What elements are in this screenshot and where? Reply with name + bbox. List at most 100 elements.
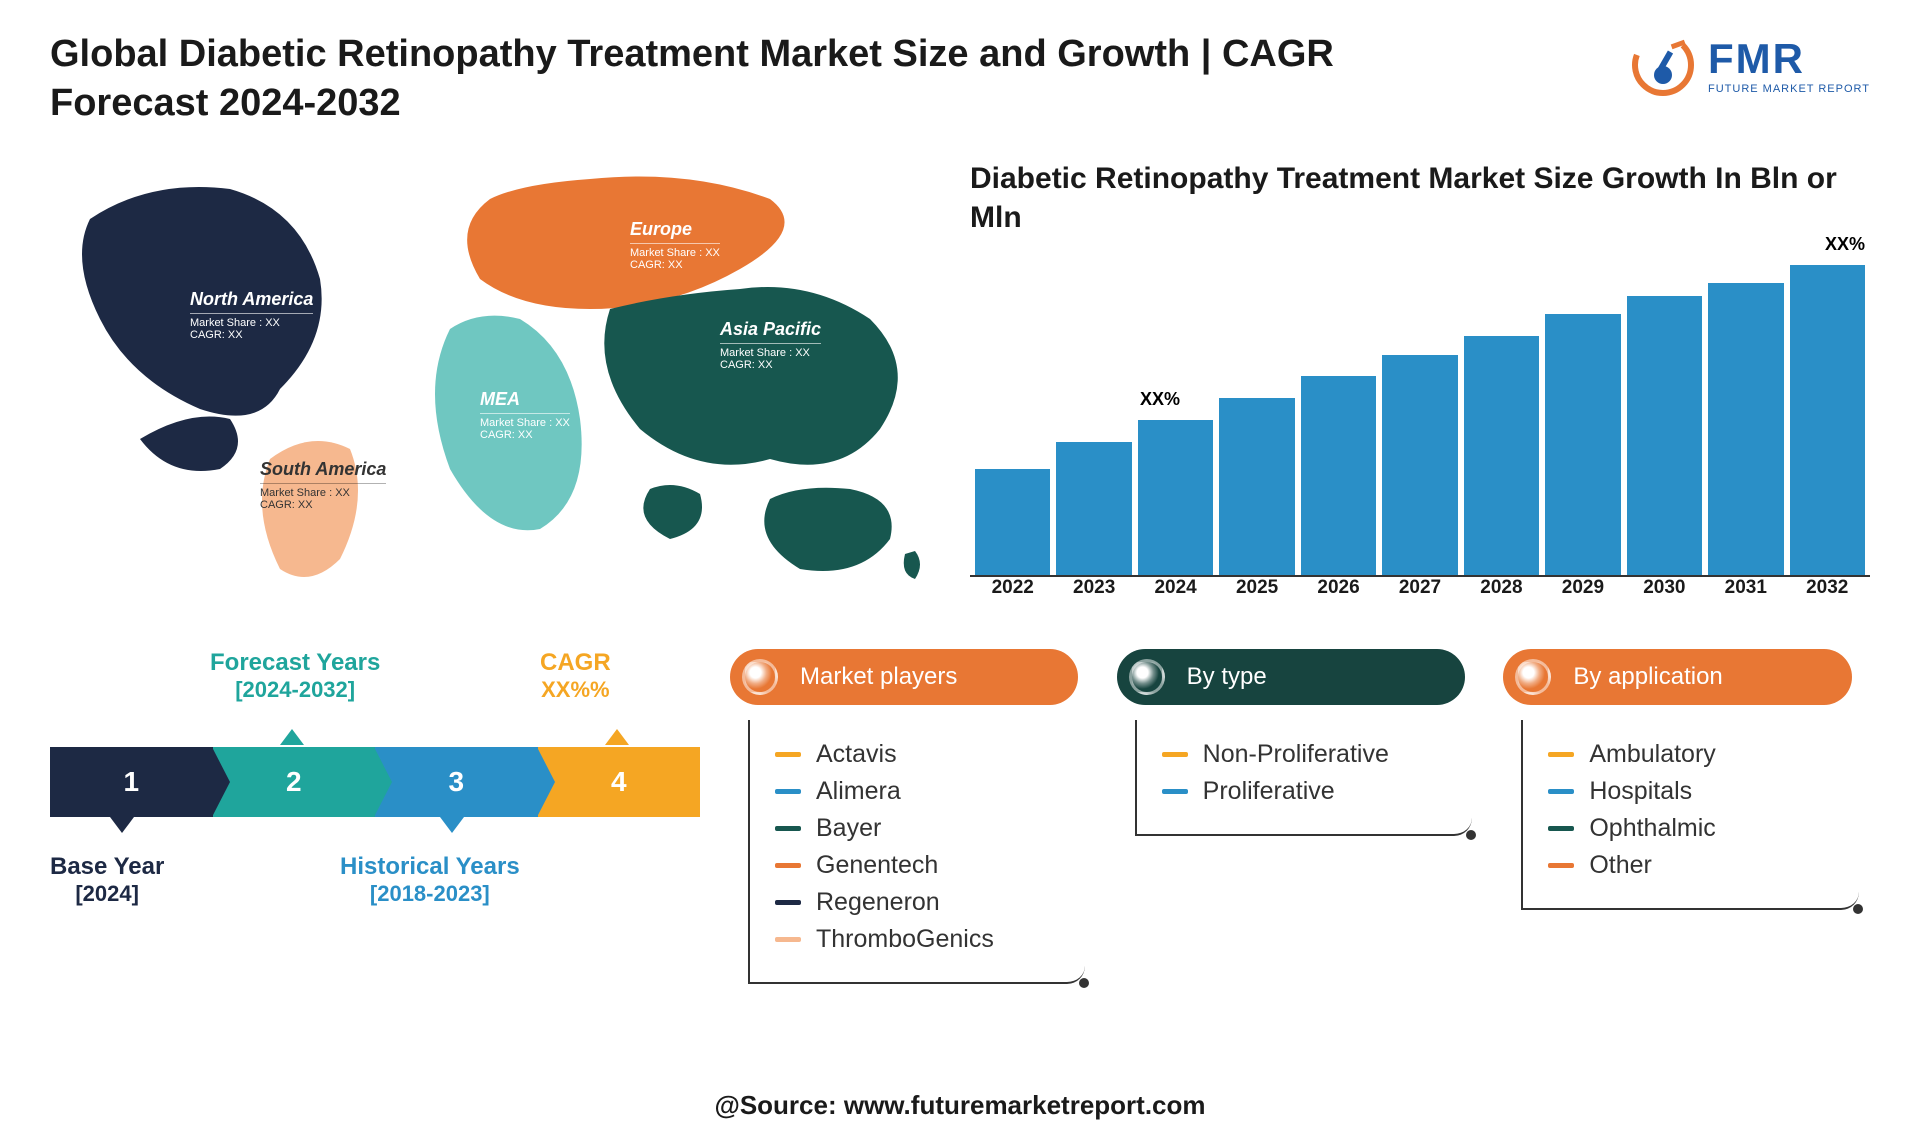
pillar-by-application: By applicationAmbulatoryHospitalsOphthal… — [1503, 649, 1870, 984]
item-text: Bayer — [816, 814, 881, 843]
timeline-top-labels: Forecast Years[2024-2032]CAGRXX%% — [50, 649, 700, 729]
list-item: Ophthalmic — [1548, 814, 1848, 843]
tri-up-teal — [280, 729, 304, 745]
tri-up-orange — [605, 729, 629, 745]
list-item: Alimera — [775, 777, 1075, 806]
list-item: Hospitals — [1548, 777, 1848, 806]
bar-rect-2031 — [1708, 283, 1783, 575]
list-item: Other — [1548, 851, 1848, 880]
item-text: Actavis — [816, 740, 897, 769]
source-text: @Source: www.futuremarketreport.com — [714, 1090, 1205, 1121]
bar-rect-2027 — [1382, 355, 1457, 575]
items-box: Ambulatory Hospitals Ophthalmic Other — [1521, 720, 1858, 910]
item-text: Hospitals — [1589, 777, 1692, 806]
bar-2025 — [1219, 398, 1294, 575]
tl-seg-2: 2 — [213, 747, 376, 817]
item-text: Ambulatory — [1589, 740, 1715, 769]
bar-label-2030: 2030 — [1627, 577, 1702, 599]
pillars-row: Market players Actavis Alimera Bayer Genente… — [730, 649, 1870, 984]
pill-header: Market players — [730, 649, 1078, 705]
bar-chart: Diabetic Retinopathy Treatment Market Si… — [970, 159, 1870, 599]
tri-down-blue — [440, 817, 464, 833]
chart-title: Diabetic Retinopathy Treatment Market Si… — [970, 159, 1870, 237]
bar-label-2027: 2027 — [1382, 577, 1457, 599]
logo-text: FMR FUTURE MARKET REPORT — [1708, 35, 1870, 95]
bar-rect-2024 — [1138, 420, 1213, 575]
item-text: Regeneron — [816, 888, 940, 917]
bar-label-2031: 2031 — [1708, 577, 1783, 599]
bar-2027 — [1382, 355, 1457, 575]
color-tick — [775, 863, 801, 868]
color-tick — [1162, 789, 1188, 794]
bar-rect-2028 — [1464, 336, 1539, 575]
bar-2024 — [1138, 420, 1213, 575]
timeline-bottom-labels: Base Year[2024] Historical Years[2018-202… — [50, 845, 700, 945]
bottom-section: Forecast Years[2024-2032]CAGRXX%% 1234 B… — [50, 649, 1870, 984]
bar-rect-2025 — [1219, 398, 1294, 575]
bar-label-2023: 2023 — [1056, 577, 1131, 599]
color-tick — [1548, 863, 1574, 868]
list-item: Ambulatory — [1548, 740, 1848, 769]
item-text: Other — [1589, 851, 1652, 880]
page-title: Global Diabetic Retinopathy Treatment Ma… — [50, 30, 1450, 129]
logo-small: FUTURE MARKET REPORT — [1708, 83, 1870, 95]
bar-label-2032: 2032 — [1790, 577, 1865, 599]
item-text: Non-Proliferative — [1203, 740, 1389, 769]
region-label-europe: EuropeMarket Share : XXCAGR: XX — [630, 219, 720, 271]
list-item: Regeneron — [775, 888, 1075, 917]
color-tick — [1162, 752, 1188, 757]
tl-seg-1: 1 — [50, 747, 213, 817]
annot-2032: XX% — [1825, 234, 1865, 255]
tri-down-navy — [110, 817, 134, 833]
color-tick — [1548, 826, 1574, 831]
items-box: Actavis Alimera Bayer Genentech Regeneron Thr… — [748, 720, 1085, 984]
tl-bot-base-year: Base Year[2024] — [50, 853, 164, 907]
bar-2028 — [1464, 336, 1539, 575]
timeline-bar: 1234 — [50, 747, 700, 817]
bar-rect-2030 — [1627, 296, 1702, 575]
color-tick — [775, 826, 801, 831]
color-tick — [775, 900, 801, 905]
world-map: North AmericaMarket Share : XXCAGR: XX So… — [50, 159, 930, 589]
bar-label-2025: 2025 — [1219, 577, 1294, 599]
timeline: Forecast Years[2024-2032]CAGRXX%% 1234 B… — [50, 649, 700, 949]
tl-seg-4: 4 — [538, 747, 701, 817]
list-item: Genentech — [775, 851, 1075, 880]
bar-2030 — [1627, 296, 1702, 575]
color-tick — [1548, 752, 1574, 757]
bar-label-2028: 2028 — [1464, 577, 1539, 599]
bar-2023 — [1056, 442, 1131, 575]
region-label-south-america: South AmericaMarket Share : XXCAGR: XX — [260, 459, 386, 511]
logo-icon — [1628, 30, 1698, 100]
bar-2031 — [1708, 283, 1783, 575]
list-item: Non-Proliferative — [1162, 740, 1462, 769]
list-item: Proliferative — [1162, 777, 1462, 806]
bar-label-2029: 2029 — [1545, 577, 1620, 599]
tl-top-cagr: CAGRXX%% — [540, 649, 611, 703]
bar-2032 — [1790, 265, 1865, 575]
map-svg — [50, 159, 930, 589]
bar-2026 — [1301, 376, 1376, 575]
item-text: Genentech — [816, 851, 938, 880]
item-text: ThromboGenics — [816, 925, 994, 954]
pillar-market-players: Market players Actavis Alimera Bayer Genente… — [730, 649, 1097, 984]
region-label-asia-pacific: Asia PacificMarket Share : XXCAGR: XX — [720, 319, 821, 371]
header: Global Diabetic Retinopathy Treatment Ma… — [50, 30, 1870, 129]
list-item: ThromboGenics — [775, 925, 1075, 954]
bar-label-2024: 2024 — [1138, 577, 1213, 599]
bar-label-2026: 2026 — [1301, 577, 1376, 599]
bar-2022 — [975, 469, 1050, 575]
bar-rect-2022 — [975, 469, 1050, 575]
tl-bot-historical-years: Historical Years[2018-2023] — [340, 853, 520, 907]
bar-2029 — [1545, 314, 1620, 575]
item-text: Proliferative — [1203, 777, 1335, 806]
bar-rect-2029 — [1545, 314, 1620, 575]
region-label-mea: MEAMarket Share : XXCAGR: XX — [480, 389, 570, 441]
list-item: Actavis — [775, 740, 1075, 769]
items-box: Non-Proliferative Proliferative — [1135, 720, 1472, 836]
pill-header: By type — [1117, 649, 1465, 705]
top-section: North AmericaMarket Share : XXCAGR: XX So… — [50, 159, 1870, 599]
bar-rect-2032 — [1790, 265, 1865, 575]
item-text: Alimera — [816, 777, 901, 806]
region-label-north-america: North AmericaMarket Share : XXCAGR: XX — [190, 289, 313, 341]
